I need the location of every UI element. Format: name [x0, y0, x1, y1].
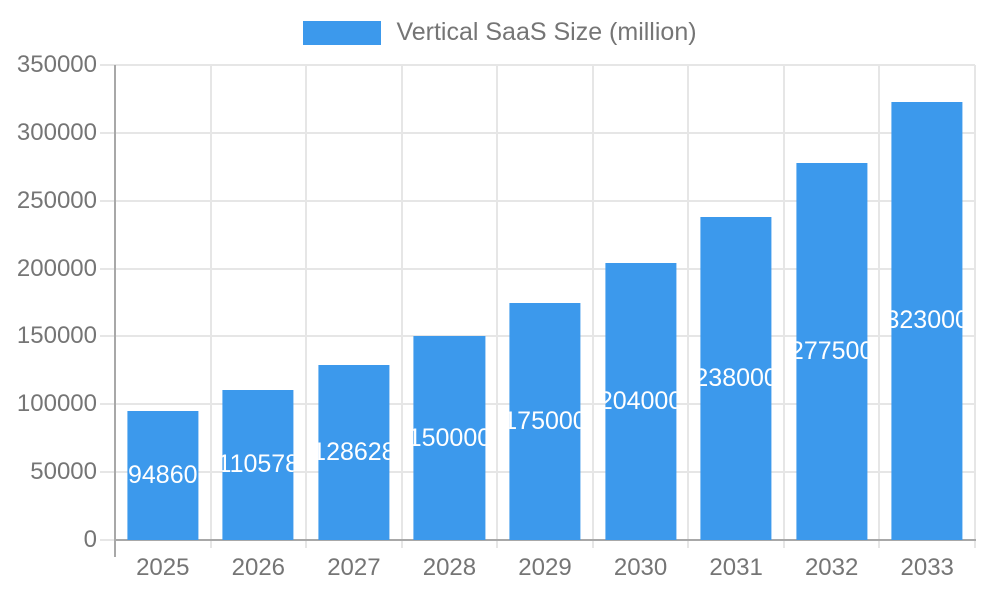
bar-2030[interactable]: 204000	[604, 263, 677, 540]
gridline-horizontal	[100, 199, 975, 202]
bar-2031[interactable]: 238000	[700, 217, 772, 540]
bar-2027[interactable]: 128628	[318, 365, 390, 540]
chart-legend: Vertical SaaS Size (million)	[0, 18, 1000, 47]
bar-slot: 175000 2029	[497, 65, 593, 581]
x-axis-line	[114, 539, 976, 541]
legend-label: Vertical SaaS Size (million)	[396, 18, 697, 46]
legend-item[interactable]: Vertical SaaS Size (million)	[303, 18, 697, 47]
gridline-vertical	[782, 65, 785, 548]
x-axis-tick-label: 2028	[422, 554, 477, 581]
bar-value-label: 110578	[223, 450, 294, 479]
gridline-vertical	[878, 65, 881, 548]
y-axis-tick-label: 0	[83, 526, 97, 553]
bar-slot: 128628 2027	[306, 65, 402, 581]
gridline-vertical	[305, 65, 308, 548]
gridline-horizontal	[100, 64, 975, 66]
bar-2025[interactable]: 94860	[127, 411, 199, 540]
y-axis-line	[114, 65, 116, 557]
bar-value-label: 323000	[891, 306, 963, 335]
x-axis-tick-label: 2031	[709, 554, 763, 581]
bar-slot: 323000 2033	[879, 65, 975, 581]
y-axis-tick-label: 300000	[16, 118, 97, 146]
bar-value-label: 204000	[604, 387, 677, 416]
gridline-horizontal	[100, 131, 975, 134]
y-axis-tick-label: 50000	[30, 458, 97, 486]
bar-2026[interactable]: 110578	[222, 389, 294, 540]
bar-value-label: 150000	[413, 423, 486, 452]
y-axis-tick-label: 250000	[16, 186, 97, 214]
y-axis-tick-label: 150000	[16, 322, 97, 350]
gridline-vertical	[974, 65, 976, 548]
bar-slot: 110578 2026	[211, 65, 307, 581]
x-axis-tick-label: 2026	[231, 554, 286, 581]
x-axis-tick-label: 2025	[136, 554, 190, 581]
bar-slot: 94860 2025	[115, 65, 211, 581]
bar-slot: 238000 2031	[688, 65, 784, 581]
y-axis-tick-label: 200000	[16, 254, 97, 282]
x-axis-tick-label: 2030	[613, 554, 668, 581]
bar-value-label: 238000	[700, 364, 772, 392]
gridline-vertical	[400, 65, 403, 548]
x-axis-tick-label: 2033	[900, 554, 954, 581]
bar-value-label: 277500	[796, 337, 868, 366]
y-axis-tick-label: 100000	[16, 390, 97, 418]
bar-slot: 204000 2030	[593, 65, 689, 581]
bar-value-label: 94860	[127, 461, 198, 490]
gridline-vertical	[209, 65, 212, 548]
x-axis-tick-label: 2029	[518, 554, 572, 581]
bar-slot: 150000 2028	[402, 65, 498, 581]
bar-2029[interactable]: 175000	[509, 302, 581, 540]
gridline-vertical	[687, 65, 690, 548]
y-axis-tick-label: 350000	[16, 51, 97, 78]
gridline-vertical	[591, 65, 594, 548]
bar-value-label: 175000	[509, 406, 581, 435]
gridline-vertical	[496, 65, 499, 548]
x-axis-tick-label: 2027	[327, 554, 381, 581]
plot-area: 0 50000 100000 150000 200000 250000 300000 3500…	[17, 51, 976, 581]
bar-value-label: 128628	[318, 438, 390, 467]
legend-swatch-icon	[303, 20, 382, 45]
bar-2032[interactable]: 277500	[796, 163, 868, 540]
x-axis-tick-label: 2032	[804, 554, 859, 581]
gridline-horizontal	[100, 267, 975, 270]
bar-slot: 277500 2032	[784, 65, 880, 581]
bar-2033[interactable]: 323000	[891, 101, 963, 540]
bar-2028[interactable]: 150000	[413, 336, 486, 540]
